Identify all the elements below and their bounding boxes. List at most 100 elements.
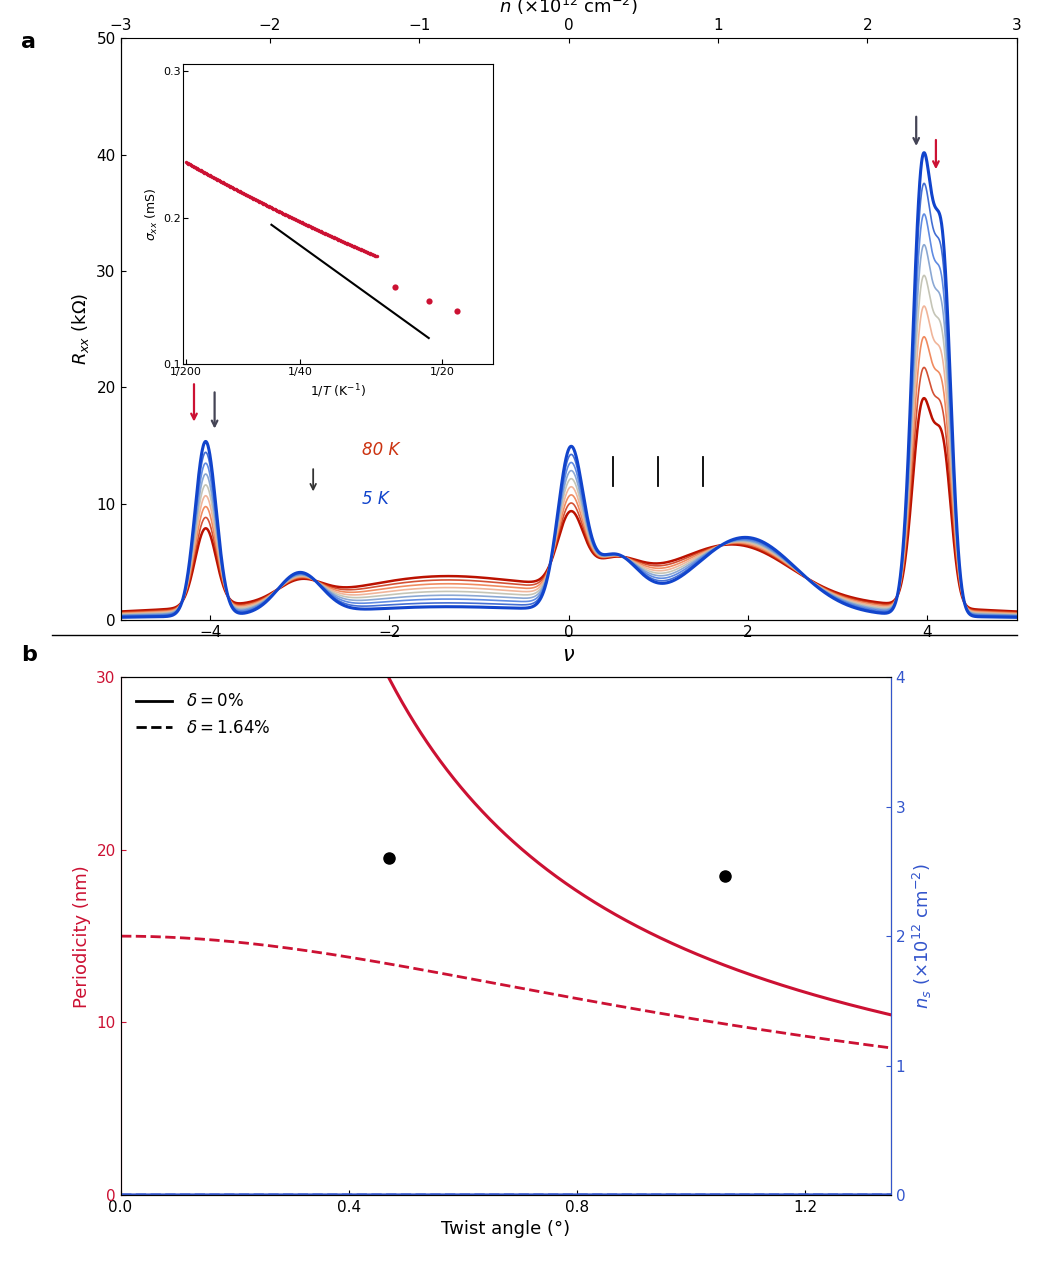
- Point: [340, 234, 356, 254]
- Point: [302, 216, 319, 236]
- Y-axis label: $\sigma_{xx}$ (mS): $\sigma_{xx}$ (mS): [144, 188, 160, 240]
- Point: [320, 225, 336, 245]
- Point: [272, 202, 289, 222]
- Point: [342, 234, 358, 254]
- Point: [215, 173, 232, 193]
- Point: [220, 175, 237, 196]
- Point: [332, 230, 349, 250]
- Point: [197, 162, 214, 183]
- Point: [286, 208, 303, 229]
- Point: [330, 229, 347, 249]
- Point: [185, 156, 202, 176]
- Point: [201, 165, 218, 185]
- Point: [291, 211, 308, 231]
- Point: [187, 157, 203, 178]
- Point: [227, 179, 244, 199]
- Point: [190, 158, 206, 179]
- Point: [313, 222, 330, 243]
- Point: [322, 225, 339, 245]
- Point: [316, 222, 333, 243]
- Point: [289, 211, 306, 231]
- X-axis label: $1/T$ (K$^{-1}$): $1/T$ (K$^{-1}$): [310, 382, 366, 400]
- Point: [329, 229, 346, 249]
- Point: [351, 239, 368, 259]
- Point: [320, 225, 336, 245]
- Point: [293, 212, 310, 233]
- Point: [325, 227, 342, 248]
- Point: [276, 203, 292, 224]
- Point: [228, 180, 245, 201]
- Point: [364, 244, 380, 265]
- Point: [348, 238, 365, 258]
- Point: [328, 229, 345, 249]
- Point: [212, 171, 228, 192]
- Point: [244, 188, 261, 208]
- Point: [333, 231, 350, 252]
- Point: [282, 207, 299, 227]
- Point: [326, 227, 343, 248]
- Point: [269, 201, 286, 221]
- Text: a: a: [21, 32, 36, 52]
- Point: [303, 216, 320, 236]
- Point: [202, 166, 219, 187]
- Point: [198, 164, 215, 184]
- Point: [323, 226, 340, 247]
- Point: [279, 206, 296, 226]
- Point: [240, 185, 257, 206]
- Point: [304, 217, 321, 238]
- Point: [344, 235, 361, 256]
- Point: [298, 215, 314, 235]
- Point: [239, 185, 256, 206]
- X-axis label: Twist angle (°): Twist angle (°): [441, 1220, 570, 1238]
- Point: [237, 184, 254, 204]
- Point: [194, 161, 211, 181]
- Point: [189, 158, 205, 179]
- Point: [333, 230, 350, 250]
- Point: [294, 213, 311, 234]
- Point: [212, 171, 228, 192]
- Point: [246, 189, 263, 210]
- Point: [233, 181, 249, 202]
- Point: [305, 217, 322, 238]
- Point: [274, 202, 290, 222]
- Point: [283, 207, 300, 227]
- Point: [311, 221, 328, 242]
- Point: [335, 231, 352, 252]
- Point: [334, 231, 351, 252]
- Point: [331, 230, 348, 250]
- Y-axis label: $n_s$ ($\times$10$^{12}$ cm$^{-2}$): $n_s$ ($\times$10$^{12}$ cm$^{-2}$): [911, 863, 934, 1010]
- Point: [211, 170, 227, 190]
- Point: [242, 187, 259, 207]
- Point: [260, 196, 277, 216]
- Point: [345, 236, 362, 257]
- Point: [288, 210, 305, 230]
- Point: [217, 174, 234, 194]
- Text: 5 K: 5 K: [363, 489, 389, 507]
- Point: [248, 190, 265, 211]
- Point: [343, 235, 359, 256]
- Point: [192, 160, 209, 180]
- Point: [339, 233, 355, 253]
- Point: [328, 229, 345, 249]
- Legend: $\delta = 0\%$, $\delta = 1.64\%$: $\delta = 0\%$, $\delta = 1.64\%$: [129, 686, 277, 744]
- Point: [254, 193, 270, 213]
- Point: [310, 220, 327, 240]
- Point: [308, 220, 325, 240]
- Point: [215, 173, 232, 193]
- Y-axis label: Periodicity (nm): Periodicity (nm): [72, 865, 91, 1007]
- Point: [216, 173, 233, 193]
- Point: [363, 244, 379, 265]
- Point: [271, 202, 288, 222]
- Text: b: b: [21, 645, 37, 666]
- Point: [297, 213, 313, 234]
- Point: [197, 164, 214, 184]
- Point: [277, 204, 293, 225]
- Point: [287, 210, 304, 230]
- Point: [307, 219, 324, 239]
- Point: [355, 240, 372, 261]
- Point: [284, 208, 301, 229]
- Point: [343, 235, 359, 256]
- Point: [367, 245, 384, 266]
- Point: [260, 196, 277, 216]
- Point: [362, 243, 378, 263]
